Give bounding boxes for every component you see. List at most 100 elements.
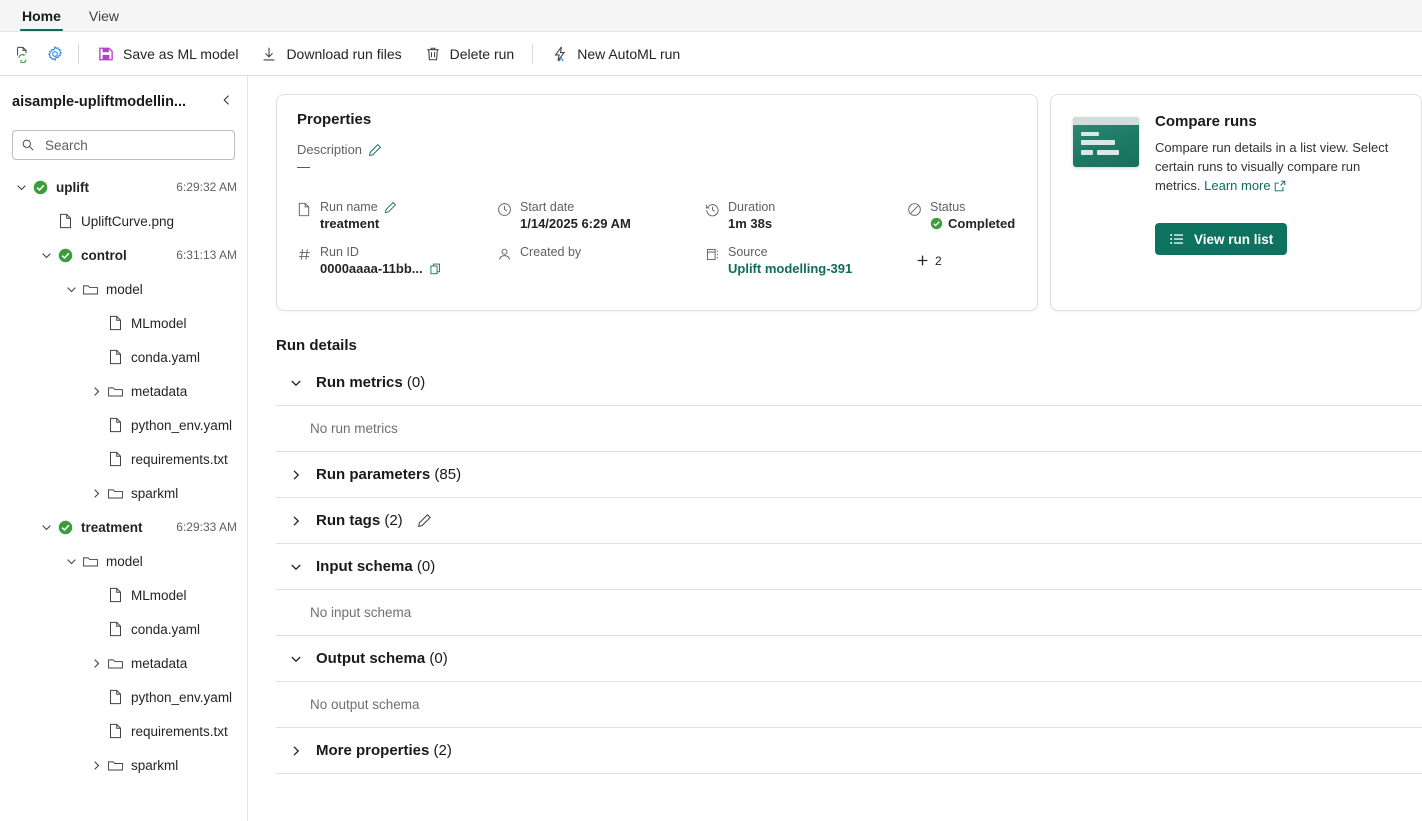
accordion-header-run-metrics[interactable]: Run metrics (0) <box>276 360 1422 406</box>
accordion-header-input-schema[interactable]: Input schema (0) <box>276 544 1422 590</box>
edit-run-tags-pencil-icon[interactable] <box>417 513 432 528</box>
delete-run-button[interactable]: Delete run <box>414 39 525 69</box>
save-as-ml-model-button[interactable]: Save as ML model <box>87 39 248 69</box>
accordion-section-name: More properties <box>316 742 430 759</box>
accordion-header-more-properties[interactable]: More properties (2) <box>276 728 1422 774</box>
copy-icon[interactable] <box>429 262 443 276</box>
page-body: aisample-upliftmodellin... uplift 6:29:32… <box>0 76 1422 821</box>
tree-item-model[interactable]: model <box>0 544 247 578</box>
command-separator-2 <box>532 43 534 64</box>
meta-created-by-label: Created by <box>520 245 582 259</box>
learn-more-link[interactable]: Learn more <box>1204 178 1285 193</box>
folder-icon <box>105 755 125 775</box>
file-icon <box>105 347 125 367</box>
tree-item-metadata[interactable]: metadata <box>0 374 247 408</box>
status-success-icon <box>30 177 50 197</box>
tree-item-requirements-txt[interactable]: requirements.txt <box>0 442 247 476</box>
chevron-down-icon[interactable] <box>62 552 80 570</box>
tree-item-mlmodel[interactable]: MLmodel <box>0 306 247 340</box>
compare-runs-title: Compare runs <box>1155 113 1257 130</box>
download-icon <box>260 45 278 63</box>
status-success-icon <box>55 517 75 537</box>
main-content: Properties Description — <box>248 76 1422 821</box>
status-badge: Completed <box>930 216 1015 231</box>
tree-item-mlmodel[interactable]: MLmodel <box>0 578 247 612</box>
chevron-down-icon[interactable] <box>62 280 80 298</box>
tree-item-control[interactable]: control 6:31:13 AM <box>0 238 247 272</box>
new-automl-run-button[interactable]: A New AutoML run <box>541 39 690 69</box>
meta-duration: Duration 1m 38s <box>705 200 907 231</box>
sidebar-collapse-button[interactable] <box>215 90 239 114</box>
download-run-files-button[interactable]: Download run files <box>250 39 411 69</box>
accordion-label: Output schema (0) <box>316 650 448 667</box>
folder-icon <box>80 551 100 571</box>
tree-item-python-env-yaml[interactable]: python_env.yaml <box>0 408 247 442</box>
chevron-down-icon[interactable] <box>12 178 30 196</box>
chevron-down-icon[interactable] <box>37 246 55 264</box>
description-row: Description <box>297 142 1017 157</box>
accordion-empty-message: No run metrics <box>276 406 1422 452</box>
chevron-down-icon[interactable] <box>37 518 55 536</box>
meta-run-name-value: treatment <box>320 216 380 231</box>
chevron-left-icon <box>221 93 233 111</box>
show-more-properties-button[interactable]: 2 <box>907 253 1017 268</box>
file-icon <box>105 415 125 435</box>
folder-icon <box>80 279 100 299</box>
accordion-section-name: Output schema <box>316 650 426 667</box>
tree-item-label: sparkml <box>131 757 179 773</box>
tree-item-label: MLmodel <box>131 315 187 331</box>
tree-item-uplift[interactable]: uplift 6:29:32 AM <box>0 170 247 204</box>
compare-card-thumbnail <box>1073 117 1139 167</box>
view-run-list-button[interactable]: View run list <box>1155 223 1288 255</box>
command-separator-1 <box>78 43 79 64</box>
tree-item-label: control <box>81 247 127 263</box>
tree-item-model[interactable]: model <box>0 272 247 306</box>
learn-more-label: Learn more <box>1204 178 1271 193</box>
chevron-right-icon[interactable] <box>87 484 105 502</box>
meta-created-by: Created by <box>497 245 705 276</box>
tree-item-label: metadata <box>131 383 188 399</box>
tree-item-sparkml[interactable]: sparkml <box>0 748 247 782</box>
tree-item-upliftcurve-png[interactable]: UpliftCurve.png <box>0 204 247 238</box>
meta-start-date-label: Start date <box>520 200 575 214</box>
meta-source-value[interactable]: Uplift modelling-391 <box>728 261 853 276</box>
refresh-page-button[interactable] <box>8 39 38 69</box>
meta-source-label: Source <box>728 245 768 259</box>
tree-item-treatment[interactable]: treatment 6:29:33 AM <box>0 510 247 544</box>
chevron-right-icon[interactable] <box>87 382 105 400</box>
tree-item-requirements-txt[interactable]: requirements.txt <box>0 714 247 748</box>
edit-description-pencil-icon[interactable] <box>368 143 382 157</box>
save-as-ml-model-label: Save as ML model <box>123 45 239 62</box>
tree-item-conda-yaml[interactable]: conda.yaml <box>0 340 247 374</box>
tab-home[interactable]: Home <box>10 3 73 31</box>
search-input[interactable] <box>43 136 226 154</box>
hash-icon <box>297 245 313 276</box>
file-icon <box>105 449 125 469</box>
chevron-right-icon <box>288 743 304 759</box>
chevron-right-icon[interactable] <box>87 654 105 672</box>
accordion-header-run-parameters[interactable]: Run parameters (85) <box>276 452 1422 498</box>
meta-status: Status Completed <box>907 200 1017 231</box>
accordion-header-run-tags[interactable]: Run tags (2) <box>276 498 1422 544</box>
search-box[interactable] <box>12 130 235 160</box>
settings-button[interactable] <box>40 39 70 69</box>
tree-item-label: treatment <box>81 519 143 535</box>
file-icon <box>105 721 125 741</box>
new-automl-run-label: New AutoML run <box>577 45 681 62</box>
accordion-empty-message: No output schema <box>276 682 1422 728</box>
compare-runs-body: Compare runs Compare run details in a li… <box>1155 113 1403 292</box>
tree-item-python-env-yaml[interactable]: python_env.yaml <box>0 680 247 714</box>
tree-item-conda-yaml[interactable]: conda.yaml <box>0 612 247 646</box>
tab-view[interactable]: View <box>88 8 119 24</box>
chevron-right-icon[interactable] <box>87 756 105 774</box>
tree-item-metadata[interactable]: metadata <box>0 646 247 680</box>
accordion-section-count: (0) <box>416 558 436 575</box>
accordion-label: More properties (2) <box>316 742 452 759</box>
meta-run-id: Run ID 0000aaaa-11bb... <box>297 245 497 276</box>
tree-item-sparkml[interactable]: sparkml <box>0 476 247 510</box>
tree-item-label: conda.yaml <box>131 621 201 637</box>
download-run-files-label: Download run files <box>286 45 402 62</box>
show-more-count: 2 <box>935 253 942 268</box>
accordion-header-output-schema[interactable]: Output schema (0) <box>276 636 1422 682</box>
edit-run-name-pencil-icon[interactable] <box>384 201 397 214</box>
